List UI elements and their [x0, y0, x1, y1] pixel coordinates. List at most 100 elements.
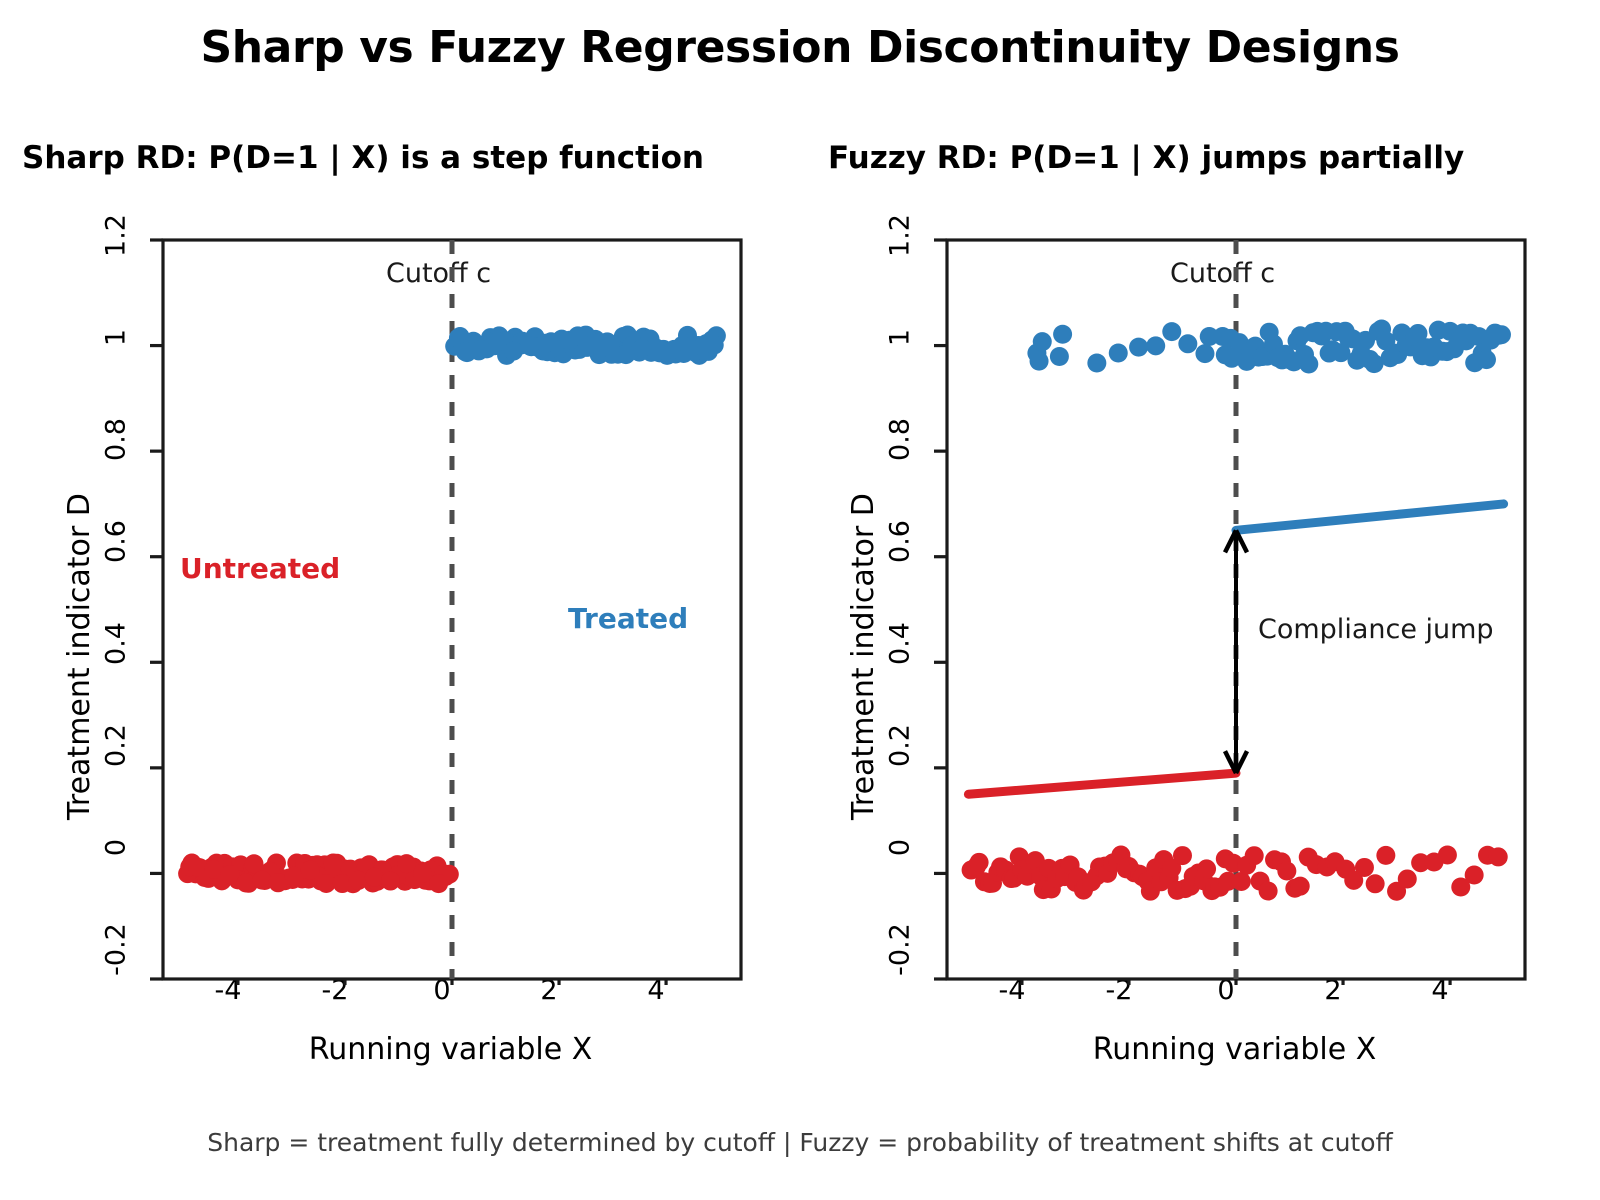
- panel-subtitle-fuzzy: Fuzzy RD: P(D=1 | X) jumps partially: [828, 140, 1465, 176]
- y-tick-fuzzy-1.0: 1: [884, 328, 916, 347]
- data-point: [632, 338, 652, 358]
- panel-subtitle-sharp: Sharp RD: P(D=1 | X) is a step function: [22, 140, 704, 176]
- data-point: [1331, 343, 1351, 363]
- data-point: [220, 865, 240, 885]
- data-point: [664, 339, 684, 359]
- x-axis-title-fuzzy: Running variable X: [1092, 1032, 1377, 1067]
- jump-arrow-head-up: [1222, 529, 1250, 554]
- data-point: [1244, 846, 1264, 866]
- treated-label: Treated: [568, 602, 689, 635]
- data-point: [1277, 861, 1297, 881]
- data-point: [1464, 865, 1484, 885]
- data-point: [487, 332, 507, 352]
- data-point: [204, 859, 224, 879]
- data-point: [1108, 343, 1128, 363]
- data-point: [1199, 326, 1219, 346]
- data-point: [696, 334, 716, 354]
- data-point: [568, 326, 588, 346]
- y-tick-fuzzy-0.6: 0.6: [884, 520, 916, 563]
- data-point: [188, 857, 208, 877]
- data-point: [1397, 869, 1417, 889]
- data-point: [1162, 322, 1182, 342]
- data-point: [536, 333, 556, 353]
- data-point: [1258, 881, 1278, 901]
- data-point: [552, 329, 572, 349]
- data-point: [244, 854, 264, 874]
- scatter-series-0: [1027, 319, 1511, 374]
- data-point: [1488, 847, 1508, 867]
- y-tick-sharp--0.2: -0.2: [100, 923, 132, 976]
- data-point: [364, 867, 384, 887]
- data-point: [429, 874, 449, 894]
- data-point: [1437, 845, 1457, 865]
- data-point: [1491, 325, 1511, 345]
- x-tick-sharp-0: 0: [433, 975, 451, 1006]
- data-point: [1087, 353, 1107, 373]
- jump-arrow-head-down: [1222, 750, 1250, 775]
- y-tick-sharp-0.0: 0: [100, 838, 132, 857]
- cutoff-label-fuzzy: Cutoff c: [1170, 258, 1276, 289]
- data-point: [1299, 354, 1319, 374]
- x-tick-fuzzy-4: 4: [1431, 975, 1449, 1006]
- data-point: [584, 333, 604, 353]
- scatter-series-0: [178, 853, 459, 894]
- x-tick-fuzzy-0: 0: [1217, 975, 1235, 1006]
- data-point: [1411, 853, 1431, 873]
- data-point: [648, 341, 668, 361]
- data-point: [1162, 858, 1182, 878]
- cutoff-label-sharp: Cutoff c: [386, 258, 492, 289]
- y-tick-sharp-1.2: 1.2: [100, 214, 132, 257]
- figure-caption: Sharp = treatment fully determined by cu…: [207, 1128, 1393, 1157]
- x-tick-sharp-4: 4: [647, 975, 665, 1006]
- compliance-jump-label: Compliance jump: [1258, 614, 1494, 645]
- data-point: [1365, 874, 1385, 894]
- data-point: [1129, 337, 1149, 357]
- y-axis-title-fuzzy: Treatment indicator D: [846, 493, 881, 820]
- y-tick-fuzzy-0.0: 0: [884, 838, 916, 857]
- x-axis-title-sharp: Running variable X: [308, 1032, 593, 1067]
- data-point: [600, 338, 620, 358]
- data-point: [1195, 344, 1215, 364]
- fit-line-0: [963, 768, 1241, 799]
- fit-line-1: [1231, 499, 1509, 535]
- data-point: [268, 873, 288, 893]
- plot-area-fuzzy: [934, 238, 1527, 985]
- data-point: [316, 873, 336, 893]
- y-axis-title-sharp: Treatment indicator D: [62, 493, 97, 820]
- data-point: [1218, 871, 1238, 891]
- compliance-jump-arrow: [1222, 529, 1250, 775]
- data-point: [680, 339, 700, 359]
- data-point: [1032, 332, 1052, 352]
- data-point: [324, 858, 344, 878]
- data-point: [236, 873, 256, 893]
- data-point: [1344, 870, 1364, 890]
- data-point: [504, 341, 524, 361]
- data-point: [1451, 877, 1471, 897]
- data-point: [1290, 876, 1310, 896]
- data-point: [1408, 323, 1428, 343]
- data-point: [380, 871, 400, 891]
- y-tick-fuzzy--0.2: -0.2: [884, 923, 916, 976]
- data-point: [455, 342, 475, 362]
- data-point: [1172, 846, 1192, 866]
- data-point: [284, 866, 304, 886]
- y-tick-fuzzy-0.8: 0.8: [884, 418, 916, 461]
- data-point: [1364, 354, 1384, 374]
- scatter-series-1: [445, 325, 726, 365]
- data-point: [1197, 859, 1217, 879]
- data-point: [1178, 334, 1198, 354]
- data-point: [1476, 350, 1496, 370]
- y-tick-sharp-0.4: 0.4: [100, 622, 132, 665]
- data-point: [969, 852, 989, 872]
- data-point: [520, 336, 540, 356]
- data-point: [300, 860, 320, 880]
- figure-title: Sharp vs Fuzzy Regression Discontinuity …: [200, 22, 1400, 73]
- x-tick-fuzzy-2: 2: [1324, 975, 1342, 1006]
- y-tick-fuzzy-1.2: 1.2: [884, 214, 916, 257]
- y-tick-sharp-0.6: 0.6: [100, 520, 132, 563]
- scatter-series-1: [961, 845, 1508, 901]
- y-tick-fuzzy-0.2: 0.2: [884, 724, 916, 767]
- data-point: [1053, 324, 1073, 344]
- data-point: [397, 854, 417, 874]
